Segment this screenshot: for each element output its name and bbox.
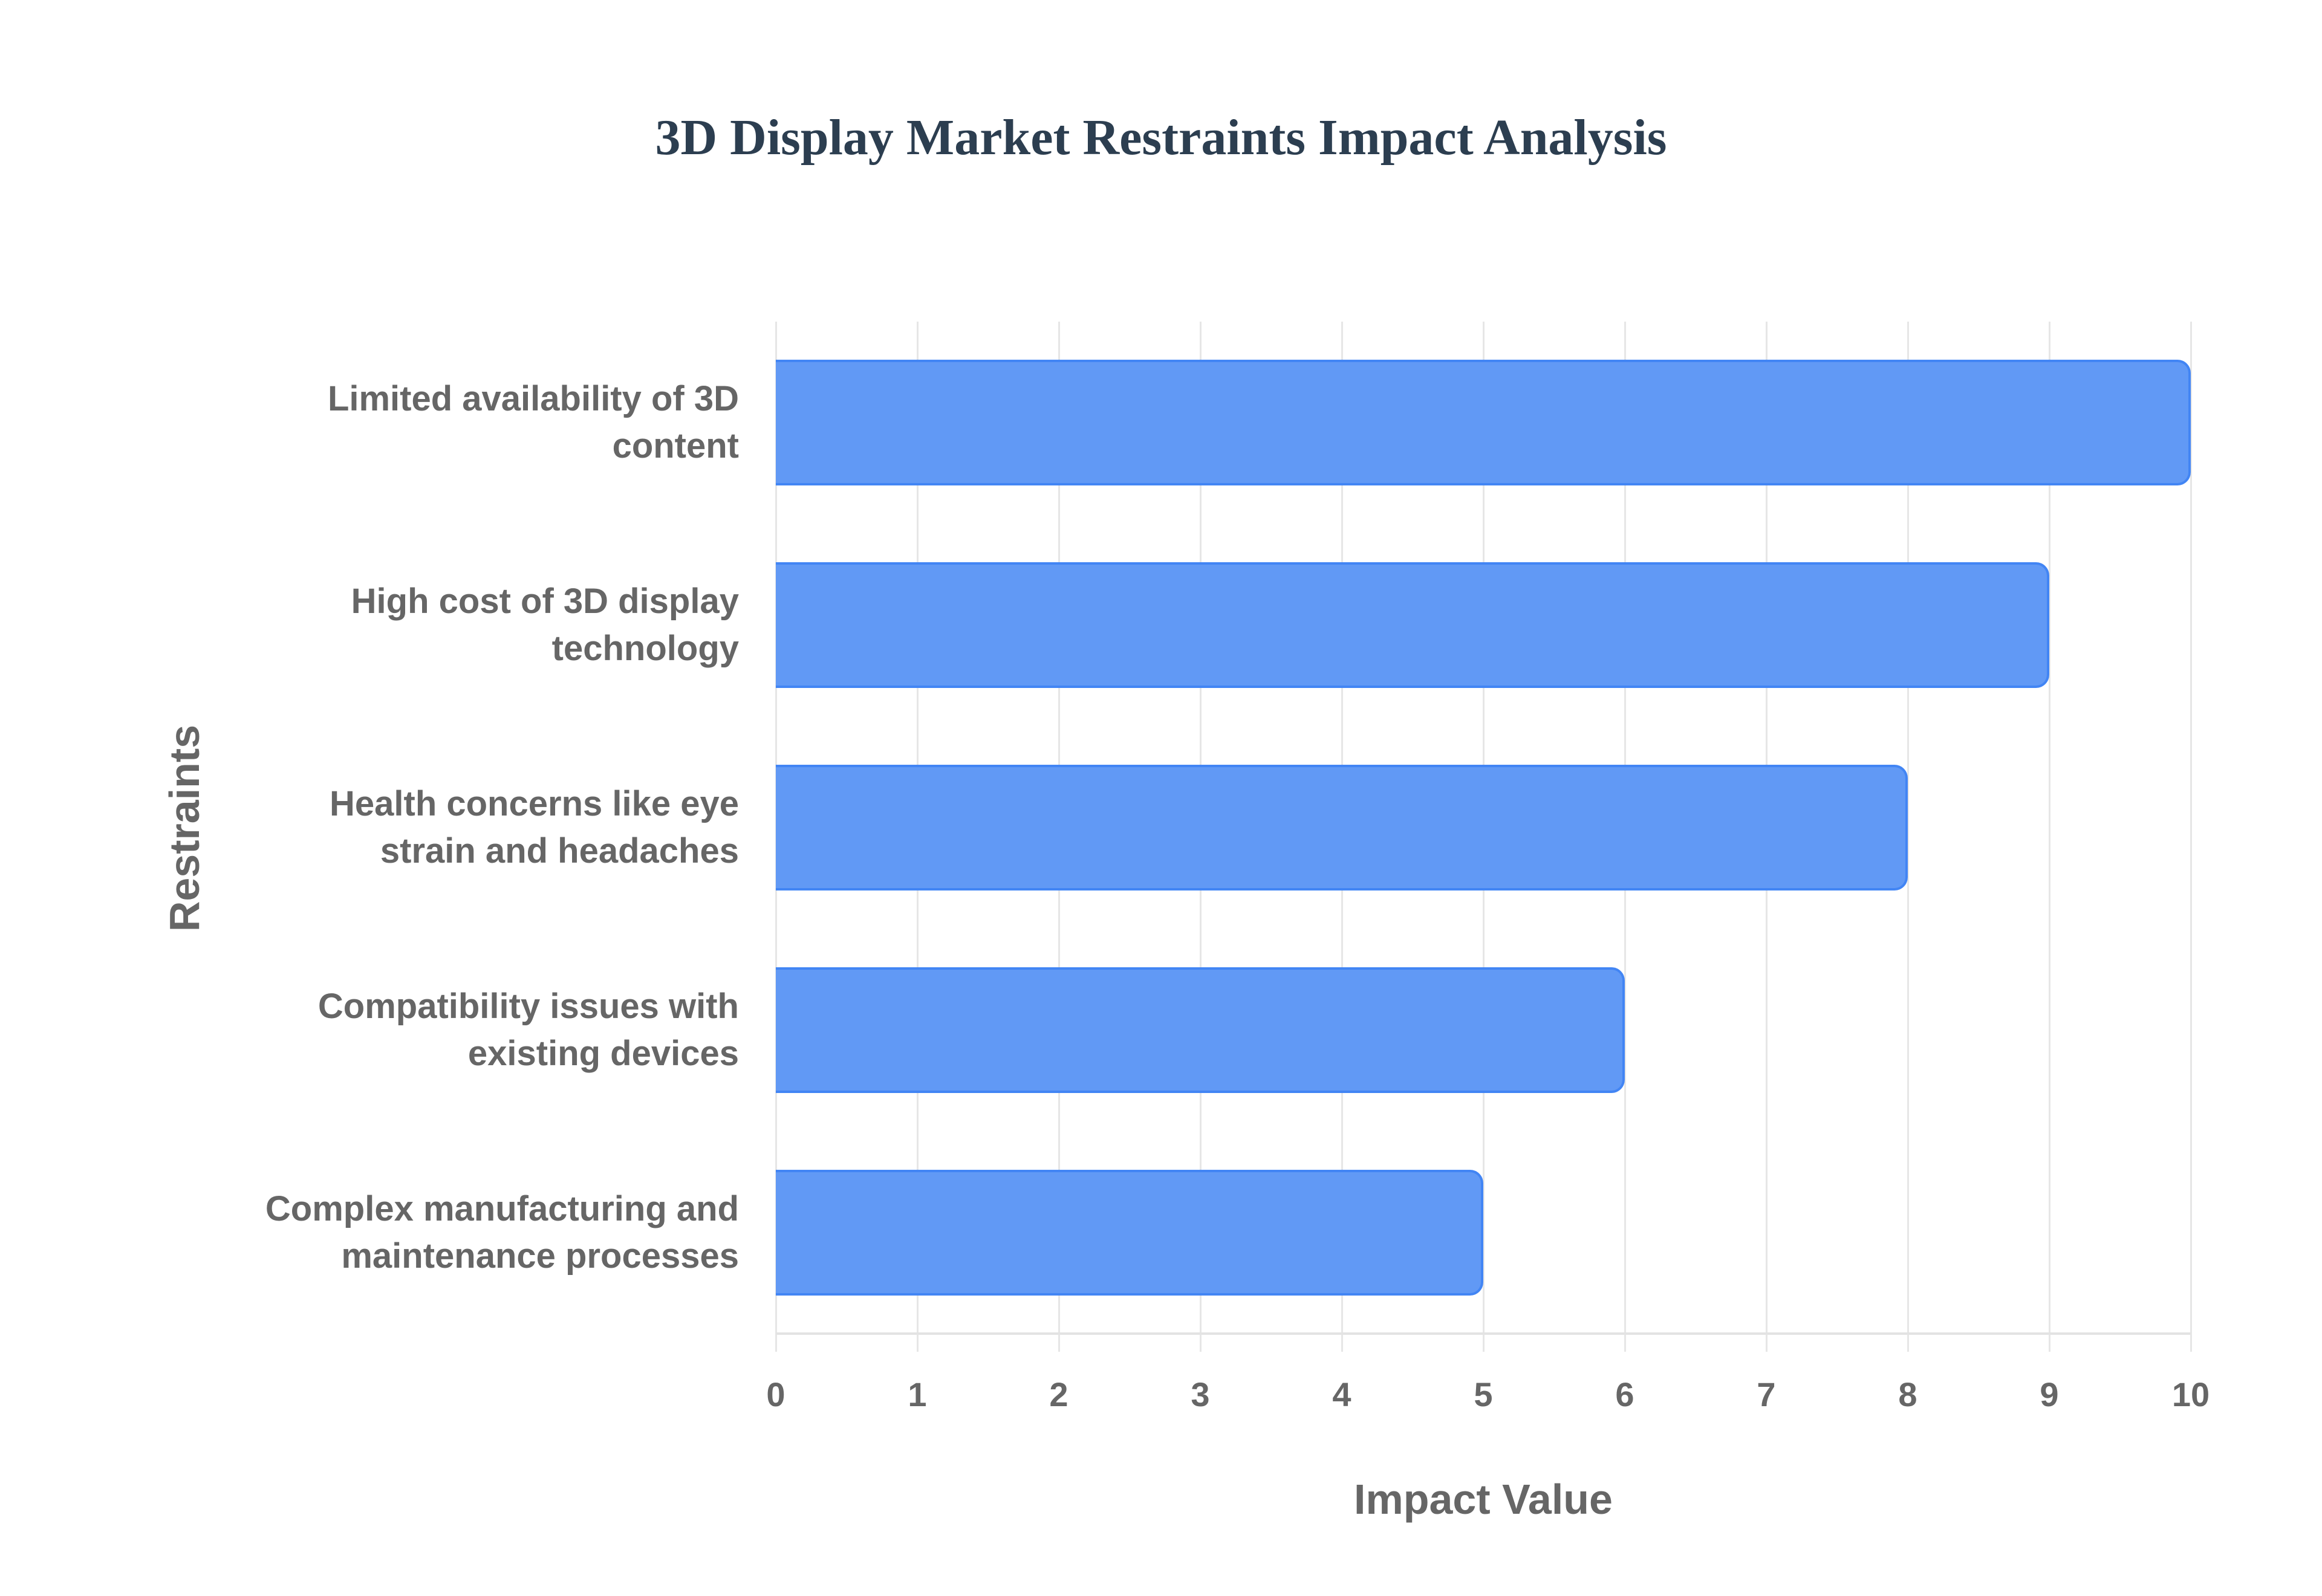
plot-area xyxy=(775,322,2192,1352)
x-tick-label: 7 xyxy=(1757,1375,1776,1413)
y-category-label: Limited availability of 3D content xyxy=(195,375,739,470)
y-category-label: High cost of 3D display technology xyxy=(195,578,739,672)
y-category-label-line1: Health concerns like eye xyxy=(330,784,739,823)
x-tick-label: 1 xyxy=(908,1375,927,1413)
y-category-label-line1: Limited availability of 3D xyxy=(327,379,739,419)
x-tick-label: 3 xyxy=(1191,1375,1210,1413)
gridline-x-9 xyxy=(2049,322,2050,1352)
y-category-label-line2: strain and headaches xyxy=(380,831,739,871)
x-tick-label: 8 xyxy=(1898,1375,1917,1413)
y-category-label-line2: existing devices xyxy=(467,1033,739,1073)
y-category-label-line1: Complex manufacturing and xyxy=(265,1189,739,1228)
bar[interactable] xyxy=(776,765,1908,890)
x-tick-label: 4 xyxy=(1332,1375,1351,1413)
x-axis-title: Impact Value xyxy=(1354,1476,1613,1523)
y-category-label-line1: High cost of 3D display xyxy=(351,582,739,621)
gridline-x-8 xyxy=(1907,322,1909,1352)
x-tick-label: 10 xyxy=(2171,1375,2210,1413)
x-tick-label: 5 xyxy=(1474,1375,1493,1413)
bar[interactable] xyxy=(776,360,2191,486)
chart-title: 3D Display Market Restraints Impact Anal… xyxy=(655,109,1667,166)
x-tick-label: 0 xyxy=(766,1375,785,1413)
x-axis-line xyxy=(776,1332,2191,1335)
x-tick-label: 2 xyxy=(1049,1375,1068,1413)
y-category-label: Health concerns like eye strain and heada… xyxy=(195,780,739,875)
y-category-label: Compatibility issues with existing device… xyxy=(195,983,739,1077)
y-category-label: Complex manufacturing and maintenance pro… xyxy=(195,1186,739,1280)
y-category-label-line2: maintenance processes xyxy=(341,1236,739,1276)
bar[interactable] xyxy=(776,967,1625,1093)
y-category-label-line1: Compatibility issues with xyxy=(317,986,739,1026)
gridline-x-10 xyxy=(2190,322,2192,1352)
y-category-label-line2: technology xyxy=(551,629,739,669)
bar[interactable] xyxy=(776,1169,1483,1296)
bar[interactable] xyxy=(776,562,2049,689)
x-tick-label: 9 xyxy=(2040,1375,2059,1413)
x-tick-label: 6 xyxy=(1615,1375,1634,1413)
y-category-label-line2: content xyxy=(612,426,739,466)
